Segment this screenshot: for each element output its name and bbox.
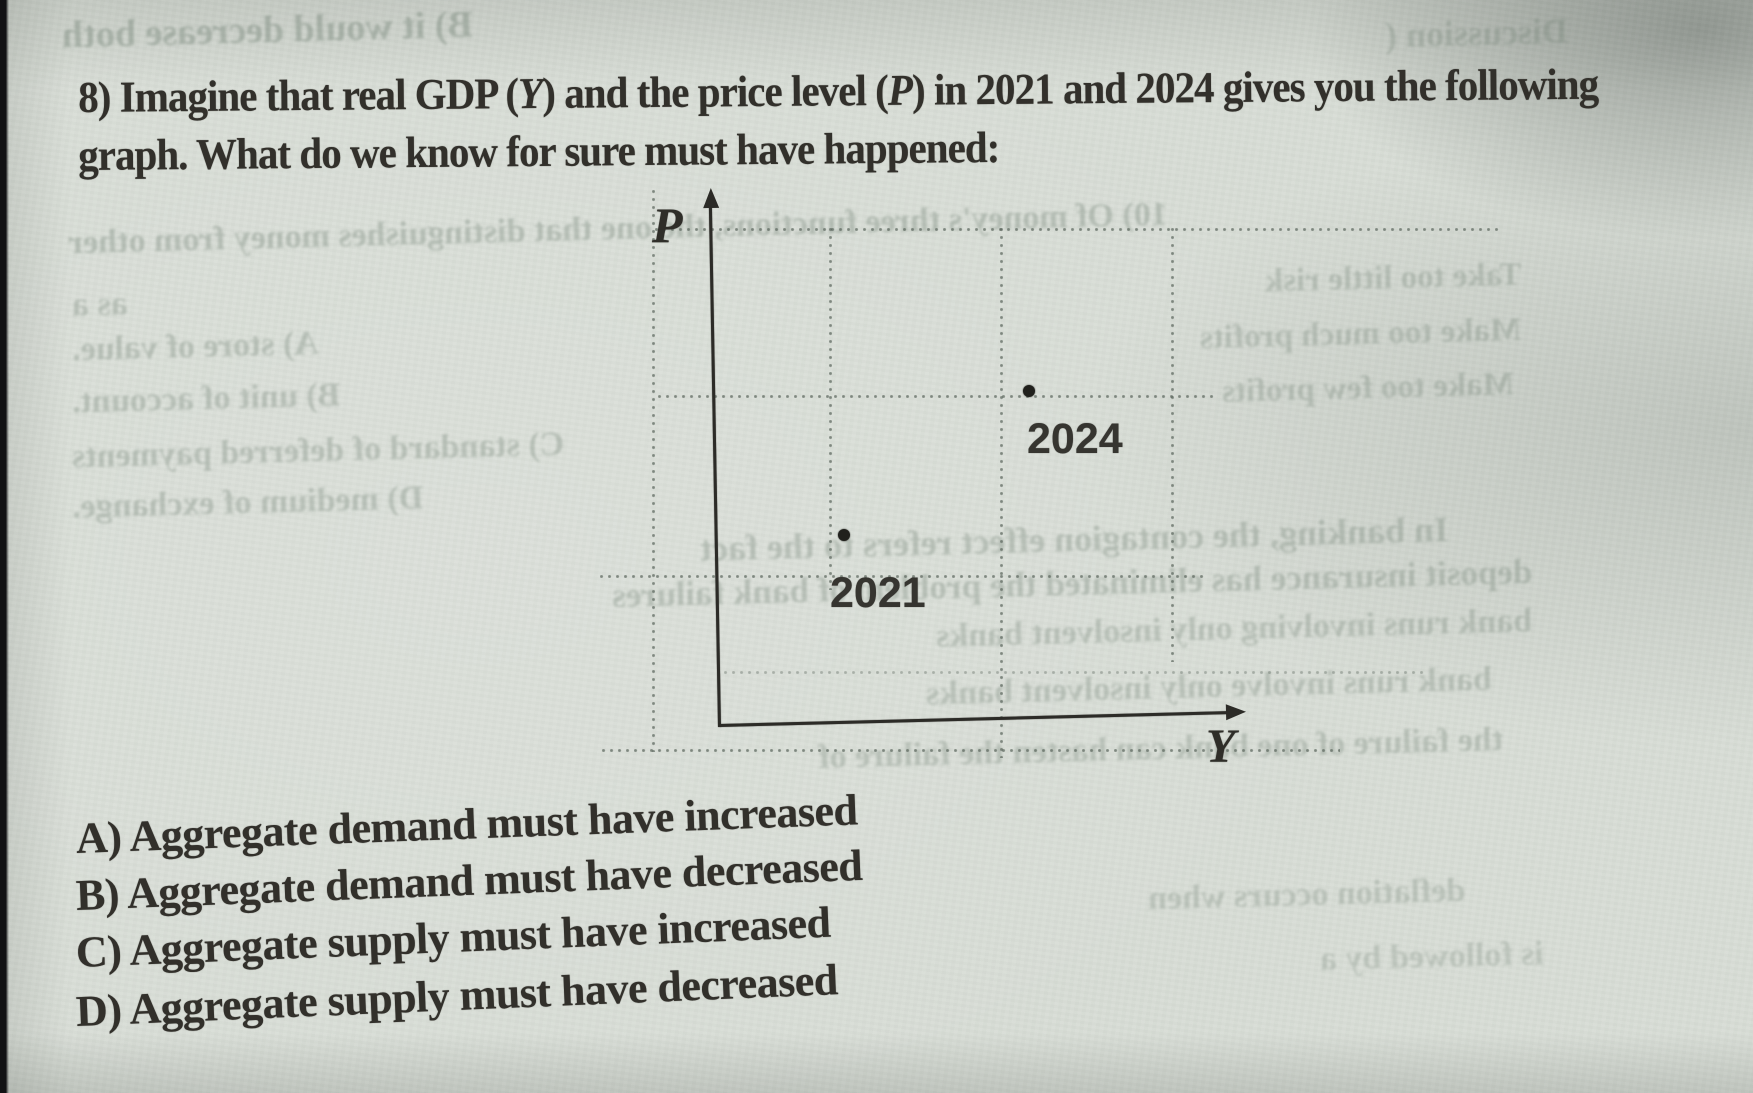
question-segment: ) in 2021 and 2024 gives you the followi… — [911, 59, 1599, 115]
price-axis-label: P — [652, 197, 683, 253]
ghost-text: bank runs involve only insolvent banks — [925, 660, 1493, 713]
ghost-text: C) standard of deferred payments — [71, 425, 565, 476]
ghost-text: Take too little risk — [1264, 256, 1522, 300]
data-point-2024-label: 2024 — [1027, 415, 1123, 463]
question-segment: 8) Imagine that real GDP ( — [78, 69, 519, 122]
gdp-axis-line — [719, 710, 1238, 727]
gdp-axis-label: Y — [1206, 720, 1236, 773]
question-var-p: P — [887, 65, 913, 115]
ghost-text: is followed by a — [1319, 935, 1545, 978]
ghost-text: Make too much profits — [1199, 311, 1522, 357]
ghost-text: D) medium of exchange. — [71, 479, 424, 526]
dotted-gridline-vertical — [1000, 228, 1003, 758]
ghost-text: deflation occurs when — [1147, 871, 1466, 918]
dotted-gridline-horizontal — [602, 749, 1340, 752]
dotted-gridline-horizontal — [600, 575, 1208, 578]
ghost-text: Make too few profits — [1221, 366, 1515, 410]
dotted-gridline-horizontal — [658, 395, 1218, 398]
question-segment: ) and the price level ( — [542, 65, 889, 118]
question-line-1: 8) Imagine that real GDP (Y) and the pri… — [78, 57, 1598, 126]
price-axis-line — [708, 197, 721, 728]
ghost-text: Discussion ( — [1384, 10, 1569, 56]
dotted-gridline-vertical — [652, 190, 655, 752]
question-line-2: graph. What do we know for sure must hav… — [78, 122, 1000, 180]
data-point-2021-label: 2021 — [830, 569, 926, 617]
dotted-gridline-horizontal — [724, 671, 1424, 674]
page-left-edge — [0, 0, 9, 1093]
ghost-text: as a — [71, 285, 129, 324]
price-axis-arrowhead-icon — [702, 187, 720, 209]
ghost-text: bank runs involving only insolvent banks — [935, 602, 1533, 655]
question-var-y: Y — [517, 68, 543, 119]
data-point-2021 — [838, 529, 850, 541]
dotted-gridline-horizontal — [655, 228, 1500, 231]
ghost-text: B) it would decrease both — [61, 3, 474, 57]
ghost-text: B) unit of account. — [71, 376, 341, 421]
dotted-gridline-vertical — [1171, 228, 1174, 662]
data-point-2024 — [1023, 385, 1035, 397]
ghost-text: A) store of value. — [71, 324, 320, 369]
dotted-gridline-vertical — [829, 228, 832, 590]
gdp-axis-arrowhead-icon — [1225, 703, 1247, 721]
